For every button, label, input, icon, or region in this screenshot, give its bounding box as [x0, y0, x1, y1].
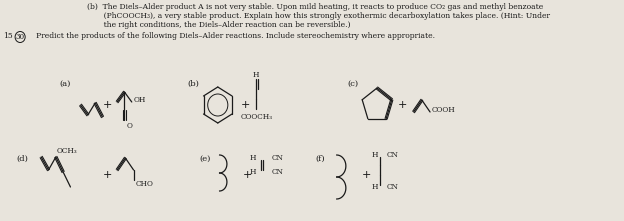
Text: H: H — [371, 151, 378, 159]
Text: (f): (f) — [316, 155, 325, 163]
Text: OH: OH — [134, 96, 146, 104]
Text: (b): (b) — [188, 80, 200, 88]
Text: O: O — [126, 122, 132, 130]
Text: OCH₃: OCH₃ — [57, 147, 77, 155]
Text: Predict the products of the following Diels–Alder reactions. Include stereochemi: Predict the products of the following Di… — [29, 32, 436, 40]
Text: +: + — [361, 170, 371, 180]
Text: CN: CN — [272, 168, 284, 176]
Text: CN: CN — [387, 151, 399, 159]
Text: 15: 15 — [2, 32, 12, 40]
Text: H: H — [371, 183, 378, 191]
Text: COOH: COOH — [432, 106, 456, 114]
Text: H: H — [250, 168, 256, 176]
Text: (b)  The Diels–Alder product A is not very stable. Upon mild heating, it reacts : (b) The Diels–Alder product A is not ver… — [87, 3, 543, 11]
Text: (a): (a) — [59, 80, 71, 88]
Text: H: H — [250, 154, 256, 162]
Text: (e): (e) — [200, 155, 211, 163]
Text: CHO: CHO — [135, 180, 154, 188]
Text: CN: CN — [387, 183, 399, 191]
Text: +: + — [104, 100, 113, 110]
Text: (d): (d) — [16, 155, 28, 163]
Text: (PhCOOCH₃), a very stable product. Explain how this strongly exothermic decarbox: (PhCOOCH₃), a very stable product. Expla… — [87, 12, 550, 20]
Text: COOCH₃: COOCH₃ — [240, 113, 272, 121]
Text: 30: 30 — [16, 33, 25, 41]
Text: +: + — [242, 170, 251, 180]
Text: (c): (c) — [348, 80, 359, 88]
Text: +: + — [104, 170, 113, 180]
Text: H: H — [253, 71, 260, 79]
Text: the right conditions, the Diels–Alder reaction can be reversible.): the right conditions, the Diels–Alder re… — [87, 21, 351, 29]
Text: CN: CN — [272, 154, 284, 162]
Text: +: + — [398, 100, 407, 110]
Text: +: + — [240, 100, 250, 110]
